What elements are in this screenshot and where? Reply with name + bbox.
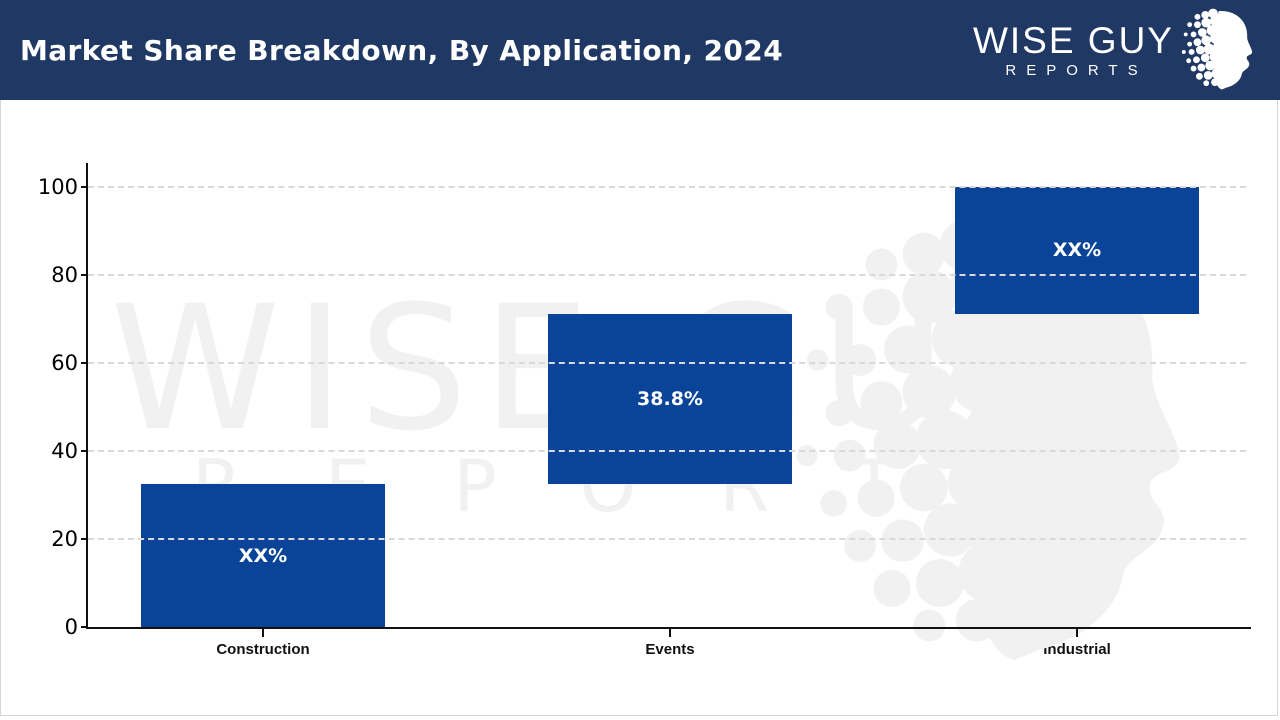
x-axis-tick-mark (669, 629, 671, 637)
dotted-head-icon (1181, 8, 1253, 90)
x-axis-tick-mark (262, 629, 264, 637)
logo-text: WISE GUY REPORTS (973, 22, 1174, 78)
x-axis-category-label: Events (645, 641, 695, 658)
y-axis-tick-label: 0 (64, 615, 78, 639)
y-axis-tick-label: 60 (51, 351, 78, 375)
bar-value-label: XX% (1052, 239, 1102, 262)
bar-value-label: XX% (238, 544, 288, 567)
x-axis-line (86, 627, 1251, 629)
bar-value-label: 38.8% (637, 388, 703, 411)
y-axis-tick-mark (81, 274, 88, 276)
logo-subtitle: REPORTS (1005, 62, 1148, 79)
y-axis-tick-mark (81, 538, 88, 540)
gridline (88, 362, 1246, 364)
y-axis-tick-mark (81, 186, 88, 188)
y-axis-tick-mark (81, 450, 88, 452)
x-axis-tick-mark (1076, 629, 1078, 637)
bar-industrial (955, 187, 1199, 314)
x-axis-category-label: Construction (216, 641, 310, 658)
gridline (88, 186, 1246, 188)
bar-events (548, 313, 792, 485)
gridline (88, 274, 1246, 276)
y-axis-tick-label: 20 (51, 527, 78, 551)
y-axis-tick-label: 100 (37, 175, 78, 199)
y-axis-tick-label: 40 (51, 439, 78, 463)
header: Market Share Breakdown, By Application, … (0, 0, 1280, 100)
y-axis-line (86, 163, 88, 629)
bar-construction (141, 484, 385, 627)
x-axis-category-label: Industrial (1043, 641, 1111, 658)
gridline (88, 450, 1246, 452)
chart-title: Market Share Breakdown, By Application, … (20, 33, 784, 67)
y-axis-tick-label: 80 (51, 263, 78, 287)
y-axis-tick-mark (81, 626, 88, 628)
wise-guy-reports-logo: WISE GUY REPORTS (973, 8, 1254, 92)
gridline (88, 538, 1246, 540)
y-axis-tick-mark (81, 362, 88, 364)
logo-wordmark: WISE GUY (972, 20, 1174, 61)
